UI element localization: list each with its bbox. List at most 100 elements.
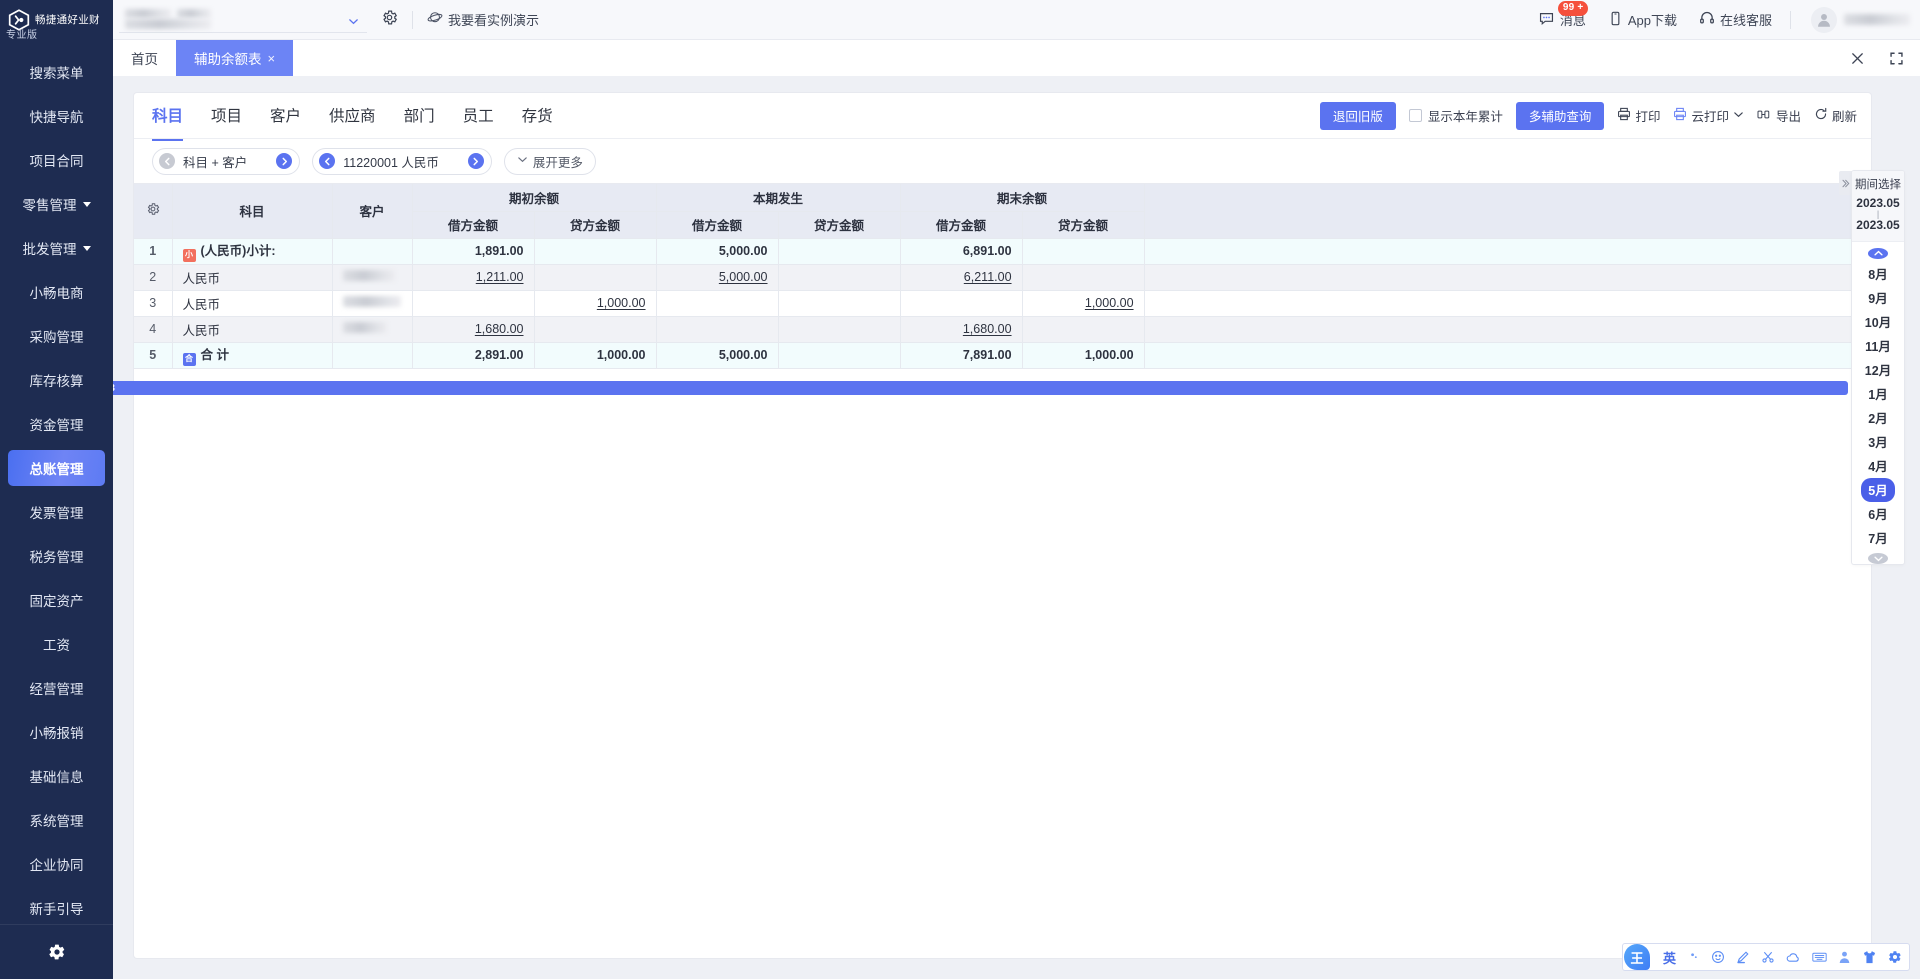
sidebar-item-14[interactable]: 经营管理 [8,670,105,706]
row-customer[interactable] [332,342,413,369]
row-amount-4[interactable]: 6,891.00 [900,238,1023,265]
row-amount-1[interactable] [534,264,657,291]
chevron-right-icon[interactable] [467,153,484,169]
row-amount-5[interactable] [1022,316,1145,343]
chevron-down-icon[interactable] [1733,109,1744,123]
col-header-customer[interactable]: 客户 [332,184,413,239]
row-amount-0[interactable]: 2,891.00 [412,342,535,369]
period-month-6[interactable]: 2月 [1868,412,1888,427]
period-from[interactable]: 2023.05 [1856,196,1900,210]
row-amount-4[interactable]: 7,891.00 [900,342,1023,369]
amount-drilldown-link[interactable]: 1,000.00 [1084,296,1134,310]
period-to[interactable]: 2023.05 [1856,218,1900,233]
close-icon[interactable] [1850,51,1865,66]
print-button[interactable]: 打印 [1617,106,1660,125]
row-amount-3[interactable] [778,290,901,317]
period-month-11[interactable]: 7月 [1868,532,1888,547]
chevron-down-icon[interactable] [82,202,91,208]
show-ytd-checkbox[interactable]: 显示本年累计 [1408,106,1503,125]
table-row[interactable]: 2 人民币 1,211.00 5,000.00 6,211.00 [134,264,1871,291]
col-subheader-0[interactable]: 借方金额 [412,211,535,239]
amount-drilldown-link[interactable]: 5,000.00 [718,270,768,284]
sidebar-item-2[interactable]: 项目合同 [8,142,105,178]
amount-drilldown-link[interactable]: 6,211.00 [963,270,1012,284]
sidebar-item-19[interactable]: 新手引导 [8,890,105,924]
subtab-6[interactable]: 存货 [521,107,553,125]
row-amount-3[interactable] [778,238,901,265]
col-subheader-1[interactable]: 贷方金额 [534,211,657,239]
voice-icon[interactable] [1687,951,1700,964]
sidebar-item-8[interactable]: 资金管理 [8,406,105,442]
row-amount-5[interactable] [1022,238,1145,265]
sidebar-item-9[interactable]: 总账管理 [8,449,105,486]
sidebar-item-7[interactable]: 库存核算 [8,362,105,398]
online-support-button[interactable]: 在线客服 [1699,10,1772,29]
fullscreen-icon[interactable] [1889,51,1904,66]
subtab-2[interactable]: 客户 [270,107,302,125]
row-amount-2[interactable]: 5,000.00 [656,238,779,265]
chevron-left-icon[interactable] [159,153,175,169]
chevron-down-icon[interactable] [348,14,359,25]
row-subject[interactable]: 合合 计 [172,342,333,369]
person-icon[interactable] [1838,950,1851,964]
row-amount-3[interactable] [778,264,901,291]
row-customer[interactable] [332,316,413,343]
period-month-3[interactable]: 11月 [1865,340,1891,355]
period-panel-collapse-button[interactable] [1839,171,1852,195]
sidebar-item-1[interactable]: 快捷导航 [8,98,105,134]
emoji-icon[interactable] [1711,950,1725,964]
period-scroll-up-button[interactable] [1868,247,1888,259]
row-amount-2[interactable]: 5,000.00 [656,264,779,291]
ime-logo-icon[interactable]: 王 [1623,944,1650,970]
chevron-down-icon[interactable] [82,246,91,252]
user-menu[interactable] [1811,6,1910,33]
sidebar-item-13[interactable]: 工资 [8,626,105,662]
amount-drilldown-link[interactable]: 1,680.00 [962,322,1012,336]
col-header-subject[interactable]: 科目 [172,184,333,239]
period-scroll-down-button[interactable] [1868,552,1888,564]
amount-drilldown-link[interactable]: 1,211.00 [475,270,524,284]
gear-icon[interactable] [1888,950,1902,964]
demo-link[interactable]: 我要看实例演示 [427,10,539,29]
col-subheader-3[interactable]: 贷方金额 [778,211,901,239]
row-amount-5[interactable]: 1,000.00 [1022,290,1145,317]
rollback-button[interactable]: 退回旧版 [1319,101,1396,130]
keyboard-icon[interactable] [1812,951,1827,963]
row-amount-3[interactable] [778,316,901,343]
period-month-1[interactable]: 9月 [1868,292,1888,307]
expand-more-button[interactable]: 展开更多 [503,147,596,175]
period-month-10[interactable]: 6月 [1868,508,1888,523]
sidebar-item-10[interactable]: 发票管理 [8,494,105,530]
row-amount-0[interactable] [412,290,535,317]
table-row[interactable]: 1 小 (人民币)小计: 1,891.00 5,000.00 6,891.00 [134,238,1871,265]
row-amount-5[interactable] [1022,264,1145,291]
sidebar-settings-button[interactable] [0,923,113,979]
scissors-icon[interactable] [1761,950,1775,964]
shirt-icon[interactable] [1862,950,1877,964]
subtab-5[interactable]: 员工 [462,107,494,125]
sidebar-item-12[interactable]: 固定资产 [8,582,105,618]
subtab-1[interactable]: 项目 [211,107,243,125]
row-subject[interactable]: 人民币 [172,290,333,317]
period-month-5[interactable]: 1月 [1868,388,1888,403]
row-customer[interactable] [332,264,413,291]
row-subject[interactable]: 人民币 [172,316,333,343]
sidebar-item-4[interactable]: 批发管理 [8,230,105,266]
row-amount-0[interactable]: 1,680.00 [412,316,535,343]
table-settings-button[interactable] [134,184,173,239]
pen-icon[interactable] [1736,950,1750,964]
row-amount-4[interactable] [900,290,1023,317]
row-customer[interactable] [332,290,413,317]
table-row[interactable]: 4 人民币 1,680.00 1,680.00 [134,316,1871,343]
sidebar-item-17[interactable]: 系统管理 [8,802,105,838]
row-customer[interactable] [332,238,413,265]
row-amount-2[interactable] [656,316,779,343]
header-settings-button[interactable] [381,9,398,31]
row-amount-0[interactable]: 1,211.00 [412,264,535,291]
sidebar-item-16[interactable]: 基础信息 [8,758,105,794]
period-month-0[interactable]: 8月 [1868,268,1888,283]
tab-close-icon[interactable]: × [267,50,276,66]
row-amount-1[interactable]: 1,000.00 [534,342,657,369]
sidebar-item-15[interactable]: 小畅报销 [8,714,105,750]
